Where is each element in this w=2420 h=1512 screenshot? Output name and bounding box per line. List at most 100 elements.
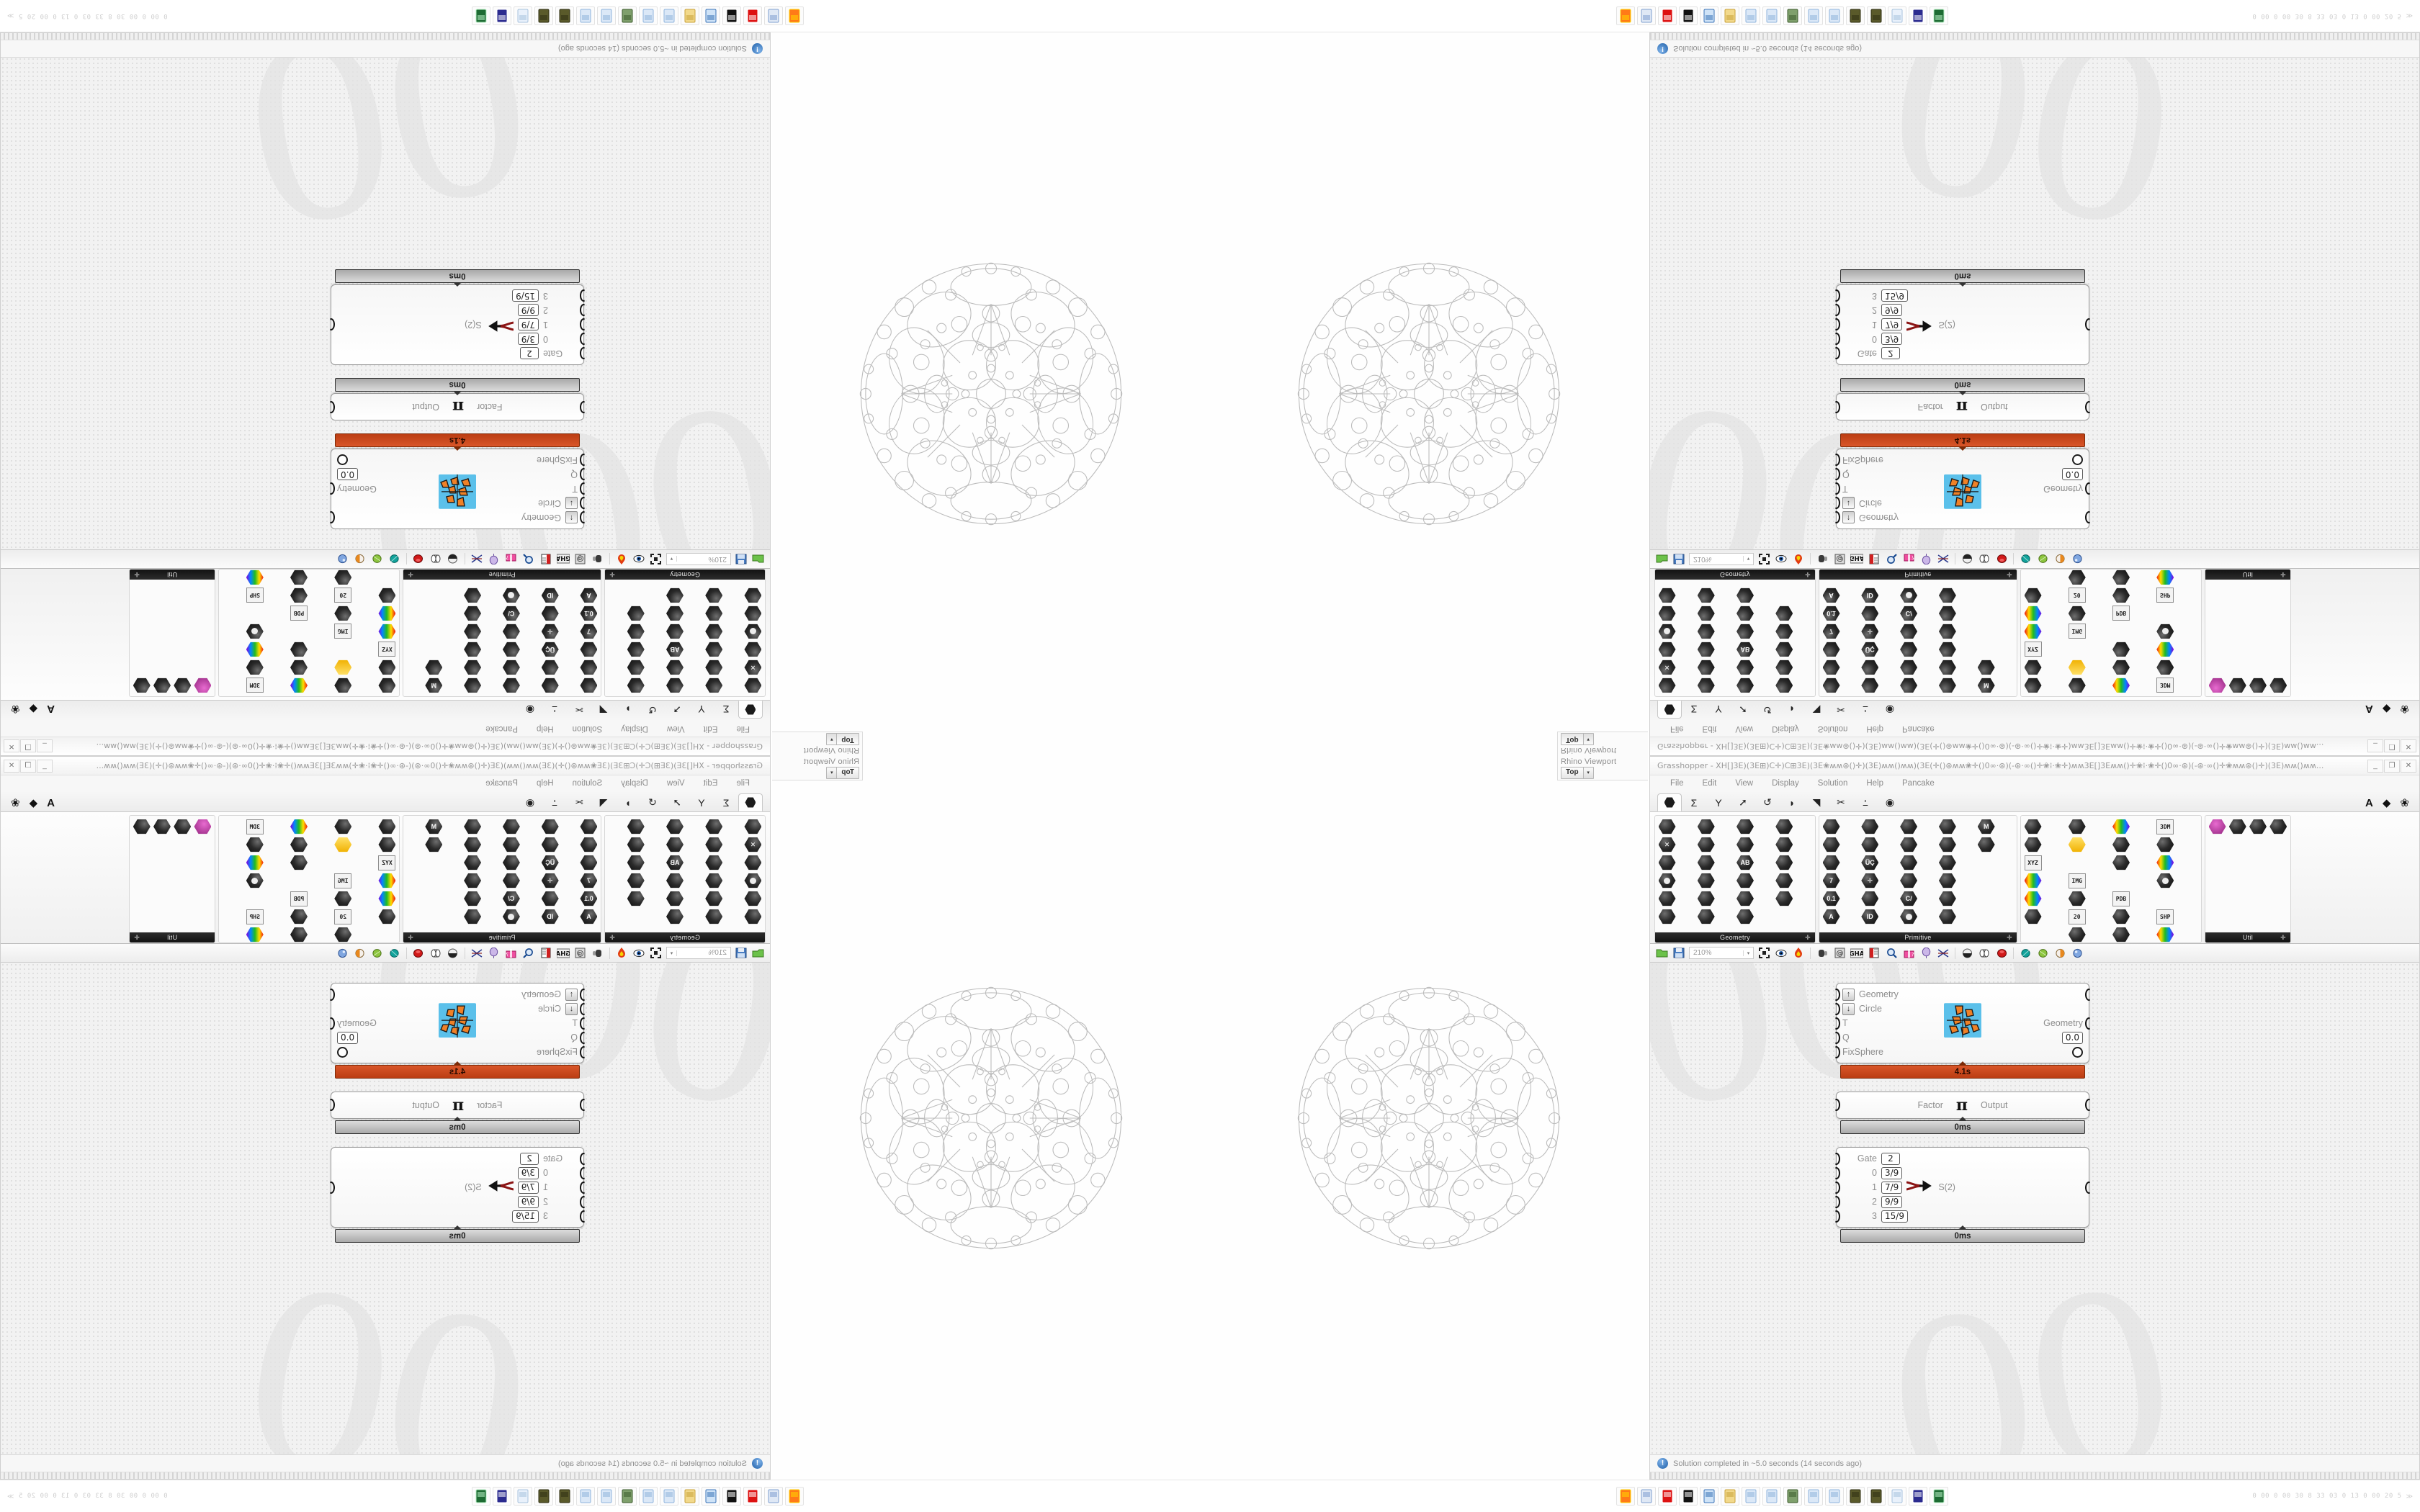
dial-icon[interactable] — [1899, 659, 1919, 676]
arrow-up-icon[interactable]: ↑ — [1842, 988, 1855, 1001]
sphere-icon[interactable] — [501, 587, 521, 604]
goo-icon[interactable] — [377, 659, 397, 676]
open-file-icon[interactable] — [1654, 946, 1669, 960]
hatch-icon[interactable] — [540, 659, 560, 676]
taskbar-item-paper-stack-icon[interactable] — [514, 6, 532, 25]
ribbon-display-tab[interactable]: ◉ — [518, 793, 542, 811]
abc-icon[interactable]: AB — [1736, 854, 1755, 871]
chevron-icon[interactable]: ≫ — [2406, 12, 2413, 20]
menu-item-display[interactable]: Display — [621, 724, 648, 733]
colour-wheel-icon[interactable] — [290, 677, 309, 694]
target-icon[interactable] — [290, 587, 309, 604]
balloon-icon[interactable] — [487, 946, 501, 960]
flag-icon[interactable] — [666, 605, 685, 622]
box-icon[interactable] — [1657, 677, 1677, 694]
sphere-icon[interactable] — [1899, 587, 1919, 604]
PDB-icon[interactable]: PDB — [2112, 890, 2131, 907]
seven-icon[interactable]: 7 — [1821, 872, 1841, 889]
uc-icon[interactable]: ÜÇ — [540, 641, 560, 658]
tag-icon[interactable] — [1937, 818, 1957, 835]
ribbon-surface-tab[interactable]: ◗ — [1780, 793, 1804, 811]
taskbar-item-folder-icon[interactable] — [1721, 1487, 1739, 1506]
node-input-port[interactable] — [1832, 468, 1840, 480]
menu-item-file[interactable]: File — [1670, 779, 1684, 788]
SHP-icon[interactable]: SHP — [245, 587, 264, 604]
taskbar-item-calculator-icon[interactable] — [1637, 6, 1656, 25]
graph-mapper-icon[interactable] — [2067, 890, 2087, 907]
ribbon-group-label[interactable]: Util ✛ — [130, 932, 215, 942]
fixsphere-q-input[interactable]: 0.0 — [337, 1031, 359, 1044]
box-icon[interactable] — [1657, 818, 1677, 835]
node-input-port[interactable] — [580, 482, 588, 495]
menu-item-display[interactable]: Display — [1772, 779, 1799, 788]
book-icon[interactable] — [1867, 552, 1881, 567]
graph-icon[interactable] — [1821, 854, 1841, 871]
curve-icon[interactable] — [1775, 854, 1794, 871]
bake-icon[interactable] — [614, 552, 629, 567]
pie-icon[interactable] — [1696, 890, 1716, 907]
scribble-icon[interactable] — [470, 946, 484, 960]
graph-icon[interactable] — [579, 641, 599, 658]
viewport-canvas[interactable] — [772, 756, 1210, 1480]
brush-icon[interactable] — [2156, 659, 2175, 676]
taskbar-item-penguin-icon[interactable] — [722, 6, 741, 25]
chevron-down-icon[interactable]: ▾ — [1582, 734, 1593, 745]
gear-icon[interactable] — [1937, 641, 1957, 658]
node-input-port[interactable] — [1835, 1046, 1840, 1058]
clock-face-icon[interactable] — [290, 926, 309, 943]
gate-node[interactable]: Gate 2 0 3/9 1 7/9 S(2) 2 9/9 3 15/9 — [1835, 1147, 2090, 1228]
taskbar-item-doc-blue4-icon[interactable] — [576, 6, 595, 25]
gate-row-value[interactable]: 2 — [1881, 1152, 1900, 1165]
rendered-icon[interactable] — [411, 946, 426, 960]
node-output-port[interactable] — [327, 1099, 335, 1111]
node-input-port[interactable] — [580, 289, 588, 302]
swirl-icon[interactable] — [626, 605, 645, 622]
squiggle-icon[interactable] — [2067, 836, 2087, 853]
menu-item-solution[interactable]: Solution — [1817, 779, 1848, 788]
ribbon-params-tab[interactable] — [1657, 701, 1682, 719]
XYZ-icon[interactable]: XYZ — [2023, 641, 2043, 658]
ribbon-curve-tab[interactable]: ↺ — [640, 701, 665, 719]
menu-item-pancake[interactable]: Pancake — [1902, 724, 1935, 733]
preview-eye-icon[interactable] — [632, 946, 646, 960]
GHA-icon[interactable]: GHA — [556, 552, 570, 567]
search-icon[interactable] — [1884, 552, 1899, 567]
taskbar-item-penguin-icon[interactable] — [722, 1487, 741, 1506]
diamond-icon[interactable] — [704, 854, 724, 871]
chevron-icon[interactable]: ≫ — [2406, 1492, 2413, 1500]
taskbar-item-terminal-icon[interactable] — [1930, 1487, 1948, 1506]
ribbon-sets-tab[interactable]: Y — [689, 701, 714, 719]
id-icon[interactable]: ID — [1860, 908, 1880, 925]
fixsphere-node[interactable]: ↑ Geometry ↓ Circle T Geometry Q 0.0 FixSphere — [331, 449, 584, 529]
star-icon[interactable] — [1860, 677, 1880, 694]
taskbar-item-calculator-icon[interactable] — [764, 6, 783, 25]
decimal-icon[interactable]: 0.1 — [1821, 605, 1841, 622]
pin-icon[interactable] — [1937, 836, 1957, 853]
flask-icon[interactable] — [193, 818, 212, 835]
save-file-icon[interactable] — [1672, 946, 1686, 960]
expand-icon[interactable]: ✛ — [2007, 933, 2012, 941]
menu-item-display[interactable]: Display — [621, 779, 648, 788]
XYZ-icon[interactable]: XYZ — [377, 854, 397, 871]
slice-icon[interactable] — [463, 872, 483, 889]
capsule-icon[interactable] — [1815, 946, 1829, 960]
spiral-icon[interactable] — [626, 677, 645, 694]
ribbon-mesh-tab[interactable]: ◥ — [591, 701, 616, 719]
ribbon-vector-tab[interactable]: ➚ — [1731, 701, 1755, 719]
ribbon-surface-tab[interactable]: ◗ — [616, 793, 640, 811]
taskbar-item-doc-blue3-icon[interactable] — [597, 6, 616, 25]
taskbar-item-doc-blue4-icon[interactable] — [1825, 6, 1844, 25]
chevron-down-icon[interactable]: ▾ — [1743, 556, 1753, 562]
node-output-port[interactable] — [327, 401, 335, 413]
taskbar-item-doc-blue-icon[interactable] — [660, 6, 678, 25]
fixsphere-q-input[interactable]: 0.0 — [337, 468, 359, 481]
viewport-canvas[interactable] — [1210, 756, 1648, 1480]
decimal-icon[interactable]: 0.1 — [579, 890, 599, 907]
menu-item-edit[interactable]: Edit — [1702, 779, 1717, 788]
node-input-port[interactable] — [1832, 511, 1840, 523]
knob-icon[interactable] — [245, 872, 264, 889]
knob-icon[interactable] — [2156, 623, 2175, 640]
menu-item-help[interactable]: Help — [536, 779, 554, 788]
node-input-port[interactable] — [1835, 1032, 1840, 1044]
menu-item-edit[interactable]: Edit — [1702, 724, 1717, 733]
